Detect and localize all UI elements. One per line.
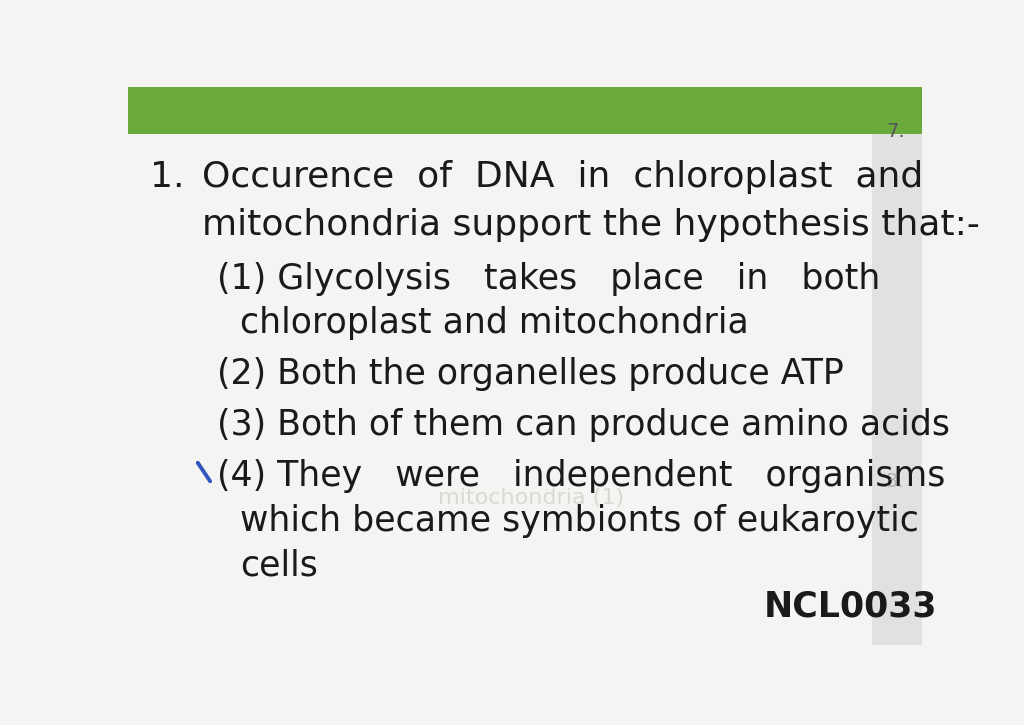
Text: mitochondria support the hypothesis that:-: mitochondria support the hypothesis that… — [202, 208, 980, 242]
Text: 7.: 7. — [886, 122, 904, 141]
Text: 3.: 3. — [886, 472, 904, 492]
Bar — [872, 87, 922, 645]
Text: chloroplast and mitochondria: chloroplast and mitochondria — [241, 307, 750, 341]
Text: (4) They   were   independent   organisms: (4) They were independent organisms — [217, 459, 945, 493]
Text: 1.: 1. — [150, 160, 184, 194]
Text: Occurence  of  DNA  in  chloroplast  and: Occurence of DNA in chloroplast and — [202, 160, 923, 194]
Text: (3) Both of them can produce amino acids: (3) Both of them can produce amino acids — [217, 408, 950, 442]
Text: mitochondria (1): mitochondria (1) — [438, 488, 624, 508]
Text: which became symbionts of eukaroytic: which became symbionts of eukaroytic — [241, 504, 920, 537]
Text: (2) Both the organelles produce ATP: (2) Both the organelles produce ATP — [217, 357, 844, 392]
Text: cells: cells — [241, 548, 318, 582]
Bar — [128, 87, 922, 134]
Text: (1) Glycolysis   takes   place   in   both: (1) Glycolysis takes place in both — [217, 262, 881, 296]
Text: NCL0033: NCL0033 — [764, 589, 937, 624]
